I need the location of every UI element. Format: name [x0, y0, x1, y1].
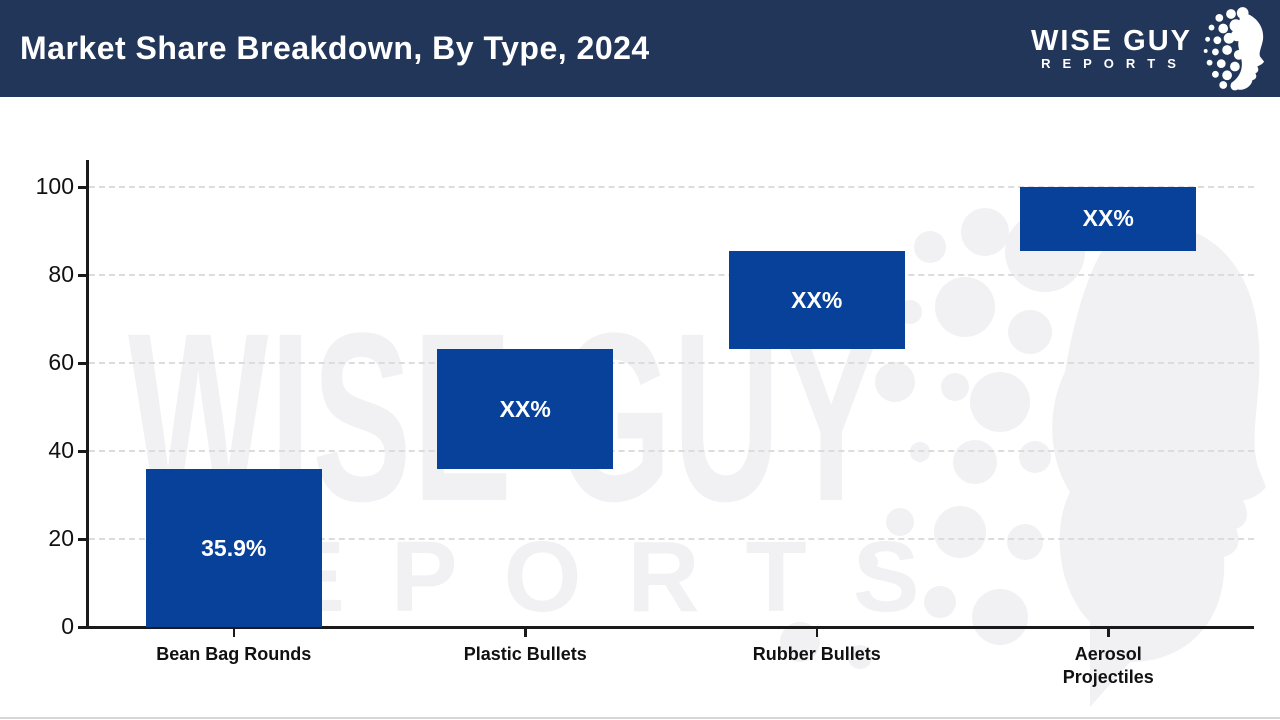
- bar-aerosol-projectiles: XX%: [1020, 187, 1197, 251]
- bar-value-label: XX%: [791, 286, 843, 313]
- y-tick-label-40: 40: [48, 437, 74, 463]
- y-tick-label-100: 100: [35, 173, 74, 199]
- bar-value-label: XX%: [1082, 205, 1134, 232]
- wiseguy-head-logo-icon: [1203, 6, 1265, 90]
- logo-subtitle: REPORTS: [1041, 55, 1188, 71]
- category-label-4: Aerosol Projectiles: [1062, 644, 1154, 687]
- gridline-100: [89, 186, 1254, 188]
- category-label-2: Plastic Bullets: [463, 644, 587, 664]
- y-tick-mark-20: [78, 538, 87, 541]
- x-axis-line: [86, 626, 1254, 629]
- page-title: Market Share Breakdown, By Type, 2024: [20, 30, 650, 66]
- logo-text: WISE GUY REPORTS: [1031, 26, 1192, 71]
- y-tick-mark-80: [78, 274, 87, 277]
- category-label-3: Rubber Bullets: [752, 644, 881, 664]
- gridline-20: [89, 538, 1254, 540]
- x-tick-mark: [815, 628, 819, 637]
- y-tick-label-60: 60: [48, 349, 74, 375]
- y-tick-mark-100: [78, 186, 87, 189]
- bar-rubber-bullets: XX%: [728, 250, 905, 350]
- chart-area: WISE GUY REPORTS 0 20 40 60 80 100 35.9% Bean B…: [0, 97, 1280, 720]
- x-tick-mark: [1107, 628, 1110, 637]
- logo-wordmark: WISE GUY: [1030, 25, 1192, 58]
- bar-value-label: XX%: [499, 395, 551, 422]
- bar-plastic-bullets: XX%: [437, 349, 614, 470]
- bar-bean-bag-rounds: 35.9%: [145, 469, 322, 627]
- x-tick-mark: [524, 628, 527, 637]
- gridline-60: [89, 362, 1254, 364]
- wiseguy-logo: WISE GUY REPORTS: [1031, 4, 1280, 94]
- gridline-40: [89, 450, 1254, 452]
- y-tick-mark-60: [78, 362, 87, 365]
- y-tick-label-20: 20: [48, 525, 74, 551]
- gridline-80: [89, 274, 1254, 276]
- y-tick-label-0: 0: [61, 613, 74, 639]
- y-tick-mark-40: [78, 450, 87, 453]
- bar-value-label: 35.9%: [201, 534, 267, 561]
- watermark-head-icon: [780, 208, 1266, 708]
- header-band: Market Share Breakdown, By Type, 2024 WI…: [0, 0, 1280, 97]
- category-label-1: Bean Bag Rounds: [156, 644, 312, 664]
- y-tick-mark-0: [78, 626, 87, 629]
- y-tick-label-80: 80: [48, 261, 74, 287]
- x-tick-mark: [232, 628, 236, 637]
- y-axis-line: [86, 160, 89, 629]
- bottom-border: [0, 717, 1280, 719]
